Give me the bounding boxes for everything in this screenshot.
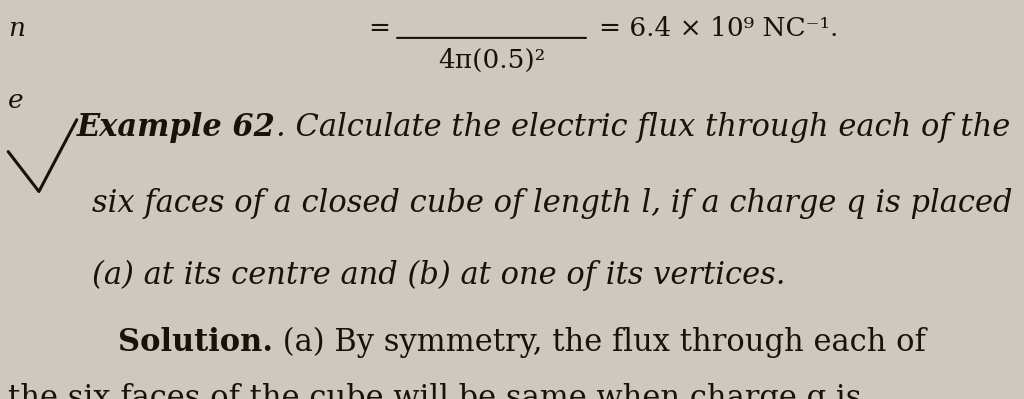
Text: e: e (8, 88, 24, 113)
Text: = 6.4 × 10⁹ NC⁻¹.: = 6.4 × 10⁹ NC⁻¹. (599, 16, 839, 41)
Text: the six faces of the cube will be same when charge q is: the six faces of the cube will be same w… (8, 383, 861, 399)
Text: . Calculate the electric flux through each of the: . Calculate the electric flux through ea… (275, 112, 1010, 143)
Text: 4π(0.5)²: 4π(0.5)² (438, 48, 545, 73)
Text: Example 62: Example 62 (77, 112, 275, 143)
Text: n: n (8, 16, 26, 41)
Text: =: = (369, 16, 390, 41)
Text: (a) at its centre and (b) at one of its vertices.: (a) at its centre and (b) at one of its … (92, 259, 785, 290)
Text: Solution.: Solution. (118, 327, 272, 358)
Text: (a) By symmetry, the flux through each of: (a) By symmetry, the flux through each o… (272, 327, 926, 358)
Text: six faces of a closed cube of length l, if a charge q is placed: six faces of a closed cube of length l, … (92, 188, 1013, 219)
